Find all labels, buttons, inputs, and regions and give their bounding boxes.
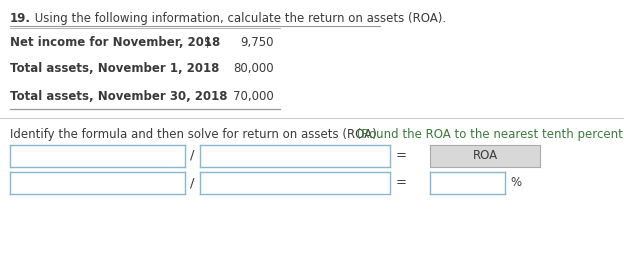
Text: /: / [190, 149, 195, 162]
Text: Identify the formula and then solve for return on assets (ROA).: Identify the formula and then solve for … [10, 128, 381, 141]
Text: Net income for November, 2018: Net income for November, 2018 [10, 36, 220, 49]
Text: /: / [190, 176, 195, 189]
Text: (Round the ROA to the nearest tenth percent, X.X%.): (Round the ROA to the nearest tenth perc… [353, 128, 624, 141]
Text: Total assets, November 30, 2018: Total assets, November 30, 2018 [10, 90, 228, 103]
Text: %: % [510, 176, 521, 189]
Text: Total assets, November 1, 2018: Total assets, November 1, 2018 [10, 62, 220, 75]
Text: ROA: ROA [472, 149, 497, 162]
Text: 19.: 19. [10, 12, 31, 25]
Text: $: $ [204, 36, 212, 49]
Text: 80,000: 80,000 [233, 62, 274, 75]
Text: 70,000: 70,000 [233, 90, 274, 103]
Text: =: = [396, 176, 407, 189]
Text: =: = [396, 149, 407, 162]
Text: Using the following information, calculate the return on assets (ROA).: Using the following information, calcula… [31, 12, 446, 25]
Text: 9,750: 9,750 [240, 36, 274, 49]
